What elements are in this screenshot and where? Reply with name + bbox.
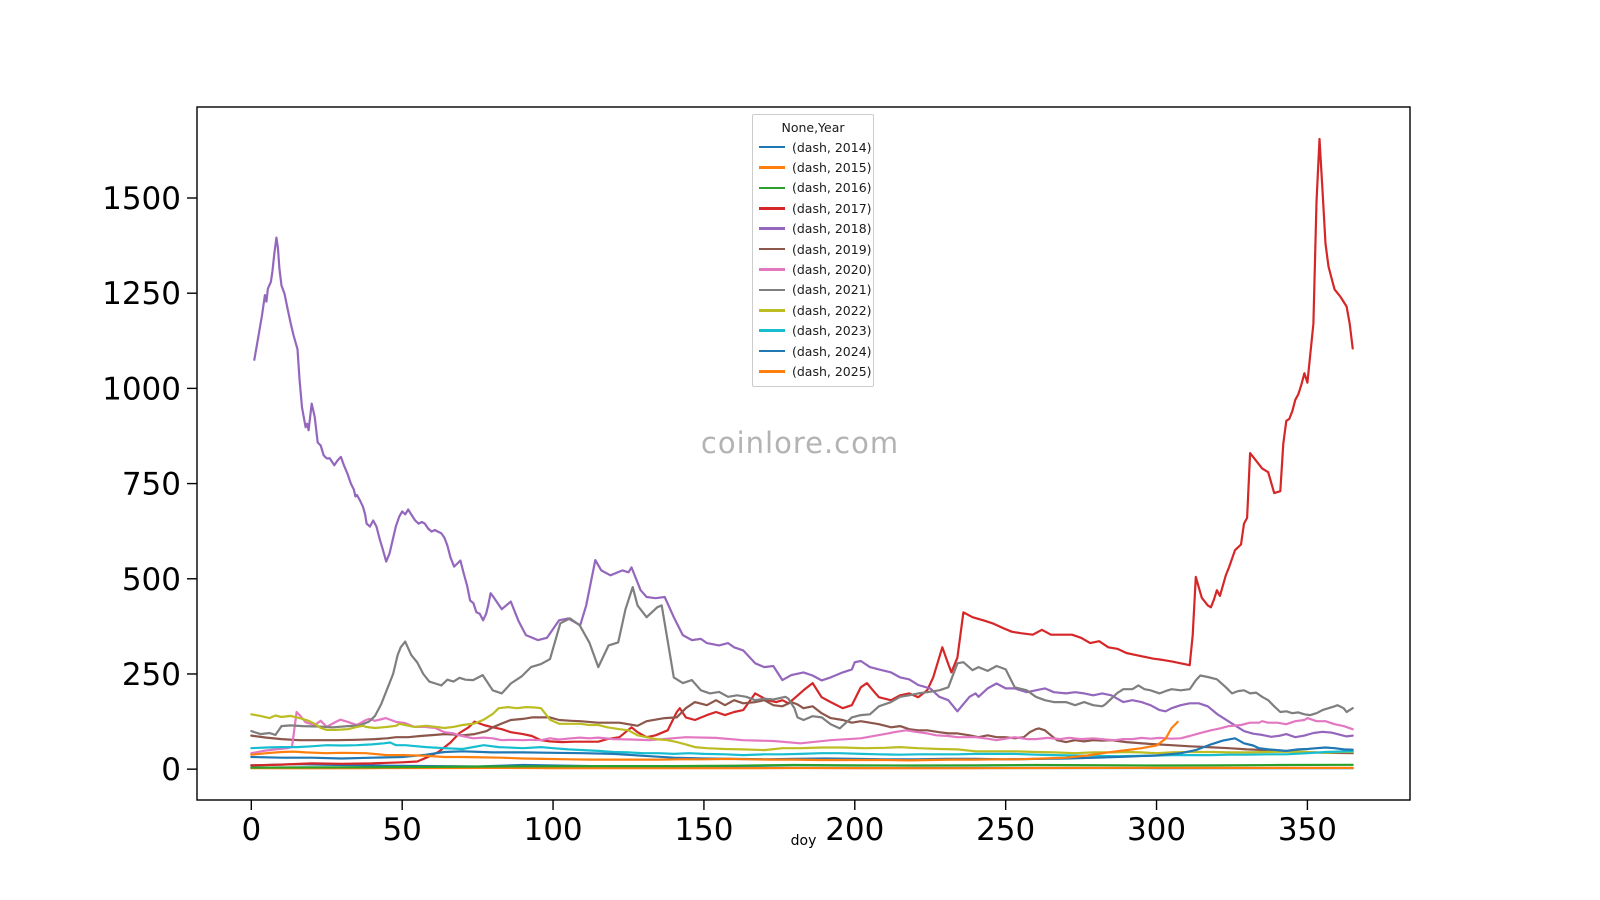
series-line-2019 xyxy=(250,699,1354,755)
legend-item: (dash, 2020) xyxy=(759,259,872,279)
x-tick-label: 350 xyxy=(1278,812,1337,848)
legend-item-label: (dash, 2024) xyxy=(792,343,872,359)
legend-item-label: (dash, 2018) xyxy=(792,221,872,237)
legend-item-label: (dash, 2016) xyxy=(792,180,872,196)
y-tick-label: 0 xyxy=(161,752,181,788)
legend-line-swatch xyxy=(759,227,785,231)
series-line-2025 xyxy=(250,720,1179,762)
x-tick-label: 150 xyxy=(674,812,733,848)
series-line-2023 xyxy=(250,741,1354,758)
legend-item: (dash, 2017) xyxy=(759,198,872,218)
series-line-2016 xyxy=(250,763,1354,769)
y-tick-label: 1250 xyxy=(102,276,181,312)
legend-line-swatch xyxy=(759,268,785,271)
legend-item-label: (dash, 2014) xyxy=(792,139,872,155)
legend-item: (dash, 2022) xyxy=(759,300,872,320)
legend-item: (dash, 2023) xyxy=(759,321,872,341)
legend-line-swatch xyxy=(759,309,785,312)
x-tick-label: 100 xyxy=(523,812,582,848)
legend-line-swatch xyxy=(759,329,785,332)
legend-item: (dash, 2016) xyxy=(759,178,872,198)
x-tick-label: 50 xyxy=(382,812,421,848)
series-line-2020 xyxy=(250,710,1354,755)
legend-item: (dash, 2015) xyxy=(759,157,872,177)
series-line-2017 xyxy=(250,137,1354,767)
legend-item: (dash, 2019) xyxy=(759,239,872,259)
legend-item-label: (dash, 2025) xyxy=(792,363,872,379)
legend: None,Year (dash, 2014) (dash, 2015) (dash,… xyxy=(752,114,874,387)
legend-item: (dash, 2018) xyxy=(759,219,872,239)
legend-rows: (dash, 2014) (dash, 2015) (dash, 2016) (das… xyxy=(759,137,872,382)
legend-item: (dash, 2021) xyxy=(759,280,872,300)
y-tick-label: 500 xyxy=(122,562,181,598)
x-tick-label: 250 xyxy=(976,812,1035,848)
y-tick-label: 1500 xyxy=(102,181,181,217)
legend-title: None,Year xyxy=(781,120,845,135)
y-tick-label: 250 xyxy=(122,657,181,693)
legend-line-swatch xyxy=(759,186,785,190)
y-tick-label: 750 xyxy=(122,467,181,503)
legend-line-swatch xyxy=(759,166,785,169)
x-tick-label: 300 xyxy=(1127,812,1186,848)
legend-item-label: (dash, 2021) xyxy=(792,282,872,298)
y-tick-label: 1000 xyxy=(102,371,181,407)
series-line-2021 xyxy=(250,585,1354,737)
x-tick-label: 200 xyxy=(825,812,884,848)
x-axis-label: doy xyxy=(791,833,817,849)
watermark: coinlore.com xyxy=(700,426,900,460)
legend-item: (dash, 2024) xyxy=(759,341,872,361)
legend-item: (dash, 2014) xyxy=(759,137,872,157)
legend-line-swatch xyxy=(759,247,785,251)
legend-line-swatch xyxy=(759,349,785,353)
legend-item-label: (dash, 2023) xyxy=(792,323,872,339)
series-line-2018 xyxy=(253,236,1354,739)
legend-line-swatch xyxy=(759,145,785,149)
plot-frame xyxy=(196,106,1411,801)
legend-item-label: (dash, 2015) xyxy=(792,160,872,176)
legend-item: (dash, 2025) xyxy=(759,361,872,381)
legend-line-swatch xyxy=(759,207,785,210)
legend-item-label: (dash, 2017) xyxy=(792,200,872,216)
legend-line-swatch xyxy=(759,370,785,373)
x-tick-label: 0 xyxy=(241,812,261,848)
legend-item-label: (dash, 2022) xyxy=(792,302,872,318)
legend-item-label: (dash, 2019) xyxy=(792,241,872,257)
legend-item-label: (dash, 2020) xyxy=(792,262,872,278)
legend-line-swatch xyxy=(759,288,785,292)
